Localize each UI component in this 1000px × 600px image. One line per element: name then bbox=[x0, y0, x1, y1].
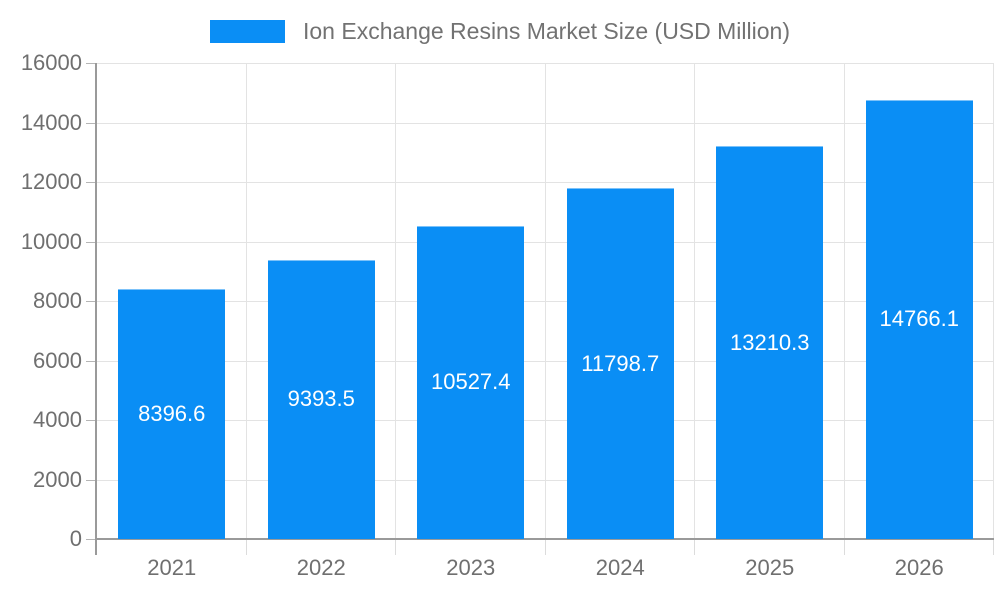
y-axis-tick-label: 6000 bbox=[33, 347, 82, 373]
y-axis-tick bbox=[86, 63, 95, 64]
gridline-vertical bbox=[245, 63, 247, 539]
y-axis-tick bbox=[86, 360, 95, 362]
bar-2022: 9393.5 bbox=[267, 259, 375, 539]
y-axis-tick bbox=[86, 479, 95, 481]
y-axis-tick bbox=[86, 241, 95, 243]
x-axis-tick-label: 2021 bbox=[147, 555, 197, 580]
x-axis-tick-label: 2023 bbox=[446, 555, 496, 580]
gridline-vertical bbox=[993, 63, 994, 539]
plot-area: 0 2000 4000 6000 8000 10000 12000 14000 16000 839… bbox=[21, 52, 994, 579]
bar-2024: 11798.7 bbox=[566, 188, 674, 539]
bar-2023: 10527.4 bbox=[417, 225, 525, 539]
gridline-vertical bbox=[694, 63, 695, 539]
x-axis-tick bbox=[843, 540, 845, 555]
y-axis-line bbox=[95, 63, 97, 555]
y-axis-tick bbox=[86, 122, 95, 124]
gridline-horizontal bbox=[97, 63, 994, 64]
legend-label: Ion Exchange Resins Market Size (USD Mil… bbox=[302, 17, 790, 44]
y-axis-tick-label: 0 bbox=[69, 526, 82, 551]
gridline-horizontal bbox=[97, 360, 994, 362]
bar-value-label: 9393.5 bbox=[287, 386, 355, 412]
x-axis-tick bbox=[245, 540, 247, 555]
bar-value-label: 14766.1 bbox=[879, 306, 960, 332]
y-axis-tick-label: 2000 bbox=[33, 466, 82, 492]
bar-value-label: 13210.3 bbox=[729, 329, 810, 355]
chart-legend: Ion Exchange Resins Market Size (USD Mil… bbox=[0, 16, 1000, 46]
bar-2026: 14766.1 bbox=[865, 99, 973, 539]
x-axis-line bbox=[97, 538, 994, 540]
x-axis-tick bbox=[694, 540, 695, 555]
y-axis-tick-label: 16000 bbox=[20, 50, 82, 75]
gridline-vertical bbox=[544, 63, 546, 539]
gridline-horizontal bbox=[97, 301, 994, 302]
x-axis-tick-label: 2025 bbox=[745, 555, 795, 580]
gridline-horizontal bbox=[97, 122, 994, 124]
y-axis-tick bbox=[86, 182, 95, 183]
x-axis-tick-label: 2026 bbox=[894, 555, 944, 580]
y-axis-tick-label: 12000 bbox=[20, 169, 82, 194]
x-axis-tick bbox=[395, 540, 396, 555]
gridline-horizontal bbox=[97, 182, 994, 183]
x-axis-tick-label: 2022 bbox=[296, 555, 346, 580]
x-axis-tick bbox=[993, 540, 994, 555]
y-axis-tick-label: 4000 bbox=[33, 407, 82, 432]
bar-value-label: 11798.7 bbox=[581, 350, 660, 376]
y-axis-tick-label: 10000 bbox=[20, 228, 82, 254]
bar-value-label: 10527.4 bbox=[430, 369, 511, 395]
gridline-vertical bbox=[395, 63, 396, 539]
bar-2025: 13210.3 bbox=[716, 146, 824, 539]
x-axis-tick-label: 2024 bbox=[595, 555, 645, 580]
y-axis-tick-label: 14000 bbox=[20, 109, 82, 135]
gridline-horizontal bbox=[97, 241, 994, 243]
bar-2021: 8396.6 bbox=[118, 289, 226, 539]
y-axis-tick-label: 8000 bbox=[33, 288, 82, 313]
bar-value-label: 8396.6 bbox=[138, 401, 206, 427]
y-axis-tick bbox=[86, 301, 95, 302]
gridline-horizontal bbox=[97, 420, 994, 421]
legend-swatch bbox=[209, 19, 285, 43]
y-axis-tick bbox=[86, 420, 95, 421]
y-axis-tick bbox=[86, 539, 95, 540]
x-axis-tick bbox=[544, 540, 546, 555]
gridline-vertical bbox=[843, 63, 845, 539]
gridline-horizontal bbox=[97, 479, 994, 481]
